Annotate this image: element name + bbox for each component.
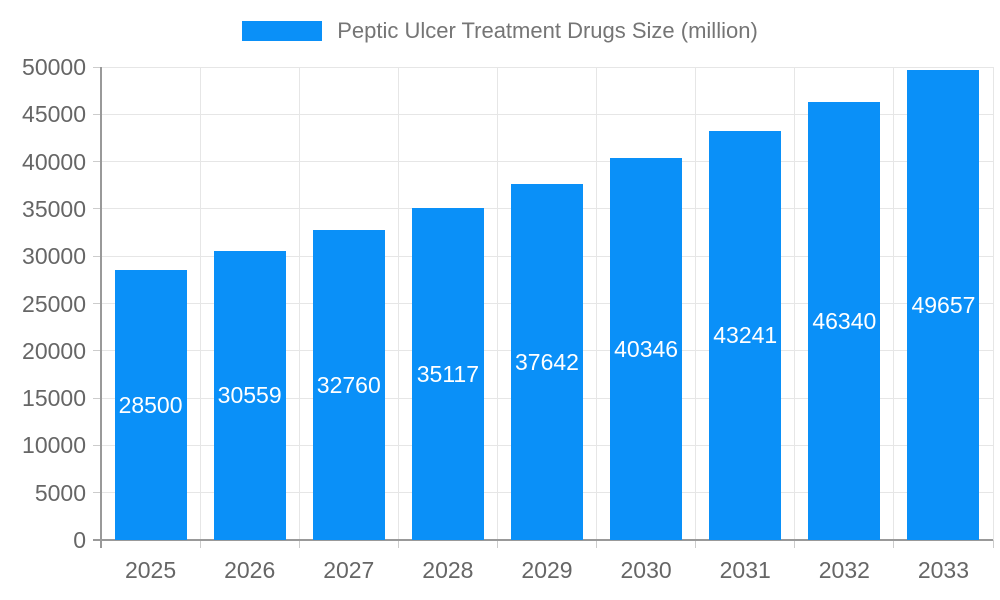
y-axis-tick-label: 15000	[22, 385, 86, 412]
x-axis-tick-label: 2028	[422, 557, 474, 583]
x-axis-tick-label: 2032	[818, 557, 870, 583]
bar	[709, 130, 782, 540]
x-axis-tick-label: 2029	[521, 557, 573, 583]
y-axis-line	[100, 67, 102, 548]
x-axis-tick-label: 2031	[719, 557, 771, 583]
gridline-horizontal	[101, 161, 993, 163]
legend: Peptic Ulcer Treatment Drugs Size (milli…	[0, 17, 1000, 45]
bar-value-label: 32760	[316, 372, 381, 399]
y-axis-tick	[93, 397, 101, 399]
y-axis-tick-label: 35000	[22, 195, 86, 222]
bar-value-label: 30559	[217, 382, 282, 409]
bar-value-label: 43241	[713, 322, 778, 349]
gridline-vertical	[397, 67, 399, 540]
y-axis-tick-label: 20000	[22, 337, 86, 364]
bar	[213, 250, 286, 540]
bar	[411, 207, 484, 540]
bar	[511, 183, 583, 540]
legend-title: Peptic Ulcer Treatment Drugs Size (milli…	[337, 18, 758, 43]
y-axis-tick-label: 25000	[22, 290, 86, 317]
gridline-vertical	[992, 67, 994, 540]
x-axis-tick	[794, 540, 796, 548]
bar-value-label: 40346	[614, 336, 679, 363]
gridline-vertical	[893, 67, 895, 540]
y-axis-tick	[93, 66, 101, 68]
y-axis-tick-label: 50000	[22, 54, 86, 80]
y-axis-tick-label: 30000	[22, 243, 86, 270]
bar-value-label: 35117	[416, 360, 479, 387]
bar-value-label: 49657	[911, 292, 976, 319]
bar-value-label: 46340	[812, 307, 877, 334]
x-axis-tick-label: 2026	[224, 557, 276, 583]
gridline-horizontal	[101, 113, 993, 115]
x-axis-tick	[992, 540, 994, 548]
x-axis-tick	[596, 540, 598, 548]
gridline-vertical	[794, 67, 796, 540]
gridline-vertical	[496, 67, 498, 540]
y-axis-tick	[93, 492, 101, 494]
legend-swatch	[242, 21, 323, 41]
gridline-vertical	[596, 67, 598, 540]
bar	[808, 101, 881, 540]
y-axis-tick-label: 45000	[22, 101, 86, 128]
y-axis-tick	[93, 161, 101, 163]
bar	[312, 230, 385, 540]
bar	[907, 70, 980, 540]
gridline-horizontal	[101, 66, 993, 68]
y-axis-tick-label: 10000	[22, 432, 86, 459]
x-axis-tick-label: 2025	[124, 557, 177, 583]
y-axis-tick	[93, 444, 101, 446]
y-axis-tick-label: 5000	[34, 479, 86, 506]
y-axis-tick-label: 0	[73, 527, 86, 553]
x-axis-tick-label: 2030	[620, 557, 672, 583]
x-axis-tick	[893, 540, 895, 548]
y-axis-tick	[93, 303, 101, 304]
bar-value-label: 28500	[118, 392, 183, 419]
bar	[114, 270, 187, 540]
y-axis-tick-label: 40000	[22, 148, 86, 175]
x-axis-tick	[695, 540, 697, 548]
bar-value-label: 37642	[515, 348, 579, 375]
x-axis-tick-label: 2027	[323, 557, 375, 583]
gridline-vertical	[695, 67, 697, 540]
x-axis-tick	[397, 540, 399, 548]
gridline-vertical	[199, 67, 201, 540]
y-axis-tick	[93, 350, 101, 352]
x-axis-tick	[199, 540, 201, 548]
bar	[610, 158, 683, 540]
x-axis-tick	[298, 540, 300, 548]
y-axis-tick	[93, 208, 101, 210]
gridline-vertical	[298, 67, 300, 540]
y-axis-tick	[93, 255, 101, 257]
y-axis-tick	[93, 113, 101, 115]
x-axis-tick-label: 2033	[917, 557, 970, 583]
x-axis-tick	[496, 540, 498, 548]
x-axis-line	[93, 539, 993, 541]
